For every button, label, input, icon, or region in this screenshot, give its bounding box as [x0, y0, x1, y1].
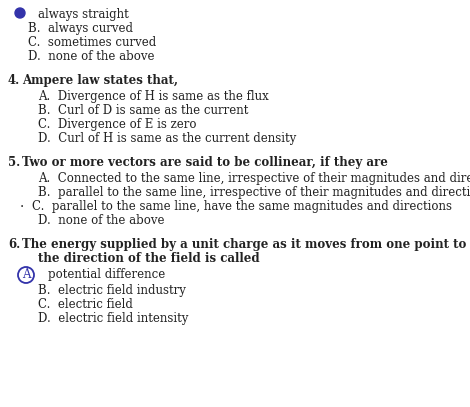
- Text: ·: ·: [20, 200, 24, 214]
- Text: C.  Divergence of E is zero: C. Divergence of E is zero: [38, 118, 196, 131]
- Text: C.  sometimes curved: C. sometimes curved: [28, 36, 156, 49]
- Text: D.  electric field intensity: D. electric field intensity: [38, 312, 188, 325]
- Text: always straight: always straight: [38, 8, 129, 21]
- Text: D.  none of the above: D. none of the above: [38, 214, 164, 227]
- Text: 6.: 6.: [8, 238, 20, 251]
- Text: A.  Connected to the same line, irrespective of their magnitudes and dire: A. Connected to the same line, irrespect…: [38, 172, 470, 185]
- Text: C.  parallel to the same line, have the same magnitudes and directions: C. parallel to the same line, have the s…: [32, 200, 452, 213]
- Text: 5.: 5.: [8, 156, 20, 169]
- Text: B.  electric field industry: B. electric field industry: [38, 284, 186, 297]
- Text: the direction of the field is called: the direction of the field is called: [38, 252, 259, 265]
- Text: B.  parallel to the same line, irrespective of their magnitudes and directio: B. parallel to the same line, irrespecti…: [38, 186, 470, 199]
- Text: 4.: 4.: [8, 74, 20, 87]
- Text: B.  always curved: B. always curved: [28, 22, 133, 35]
- Text: Two or more vectors are said to be collinear, if they are: Two or more vectors are said to be colli…: [22, 156, 388, 169]
- Text: A.  Divergence of H is same as the flux: A. Divergence of H is same as the flux: [38, 90, 269, 103]
- Text: Ampere law states that,: Ampere law states that,: [22, 74, 178, 87]
- Text: The energy supplied by a unit charge as it moves from one point to t: The energy supplied by a unit charge as …: [22, 238, 470, 251]
- Text: D.  none of the above: D. none of the above: [28, 50, 155, 63]
- Text: potential difference: potential difference: [48, 268, 165, 281]
- Circle shape: [15, 8, 25, 18]
- Text: A: A: [22, 269, 30, 282]
- Text: C.  electric field: C. electric field: [38, 298, 133, 311]
- Text: B.  Curl of D is same as the current: B. Curl of D is same as the current: [38, 104, 248, 117]
- Text: D.  Curl of H is same as the current density: D. Curl of H is same as the current dens…: [38, 132, 296, 145]
